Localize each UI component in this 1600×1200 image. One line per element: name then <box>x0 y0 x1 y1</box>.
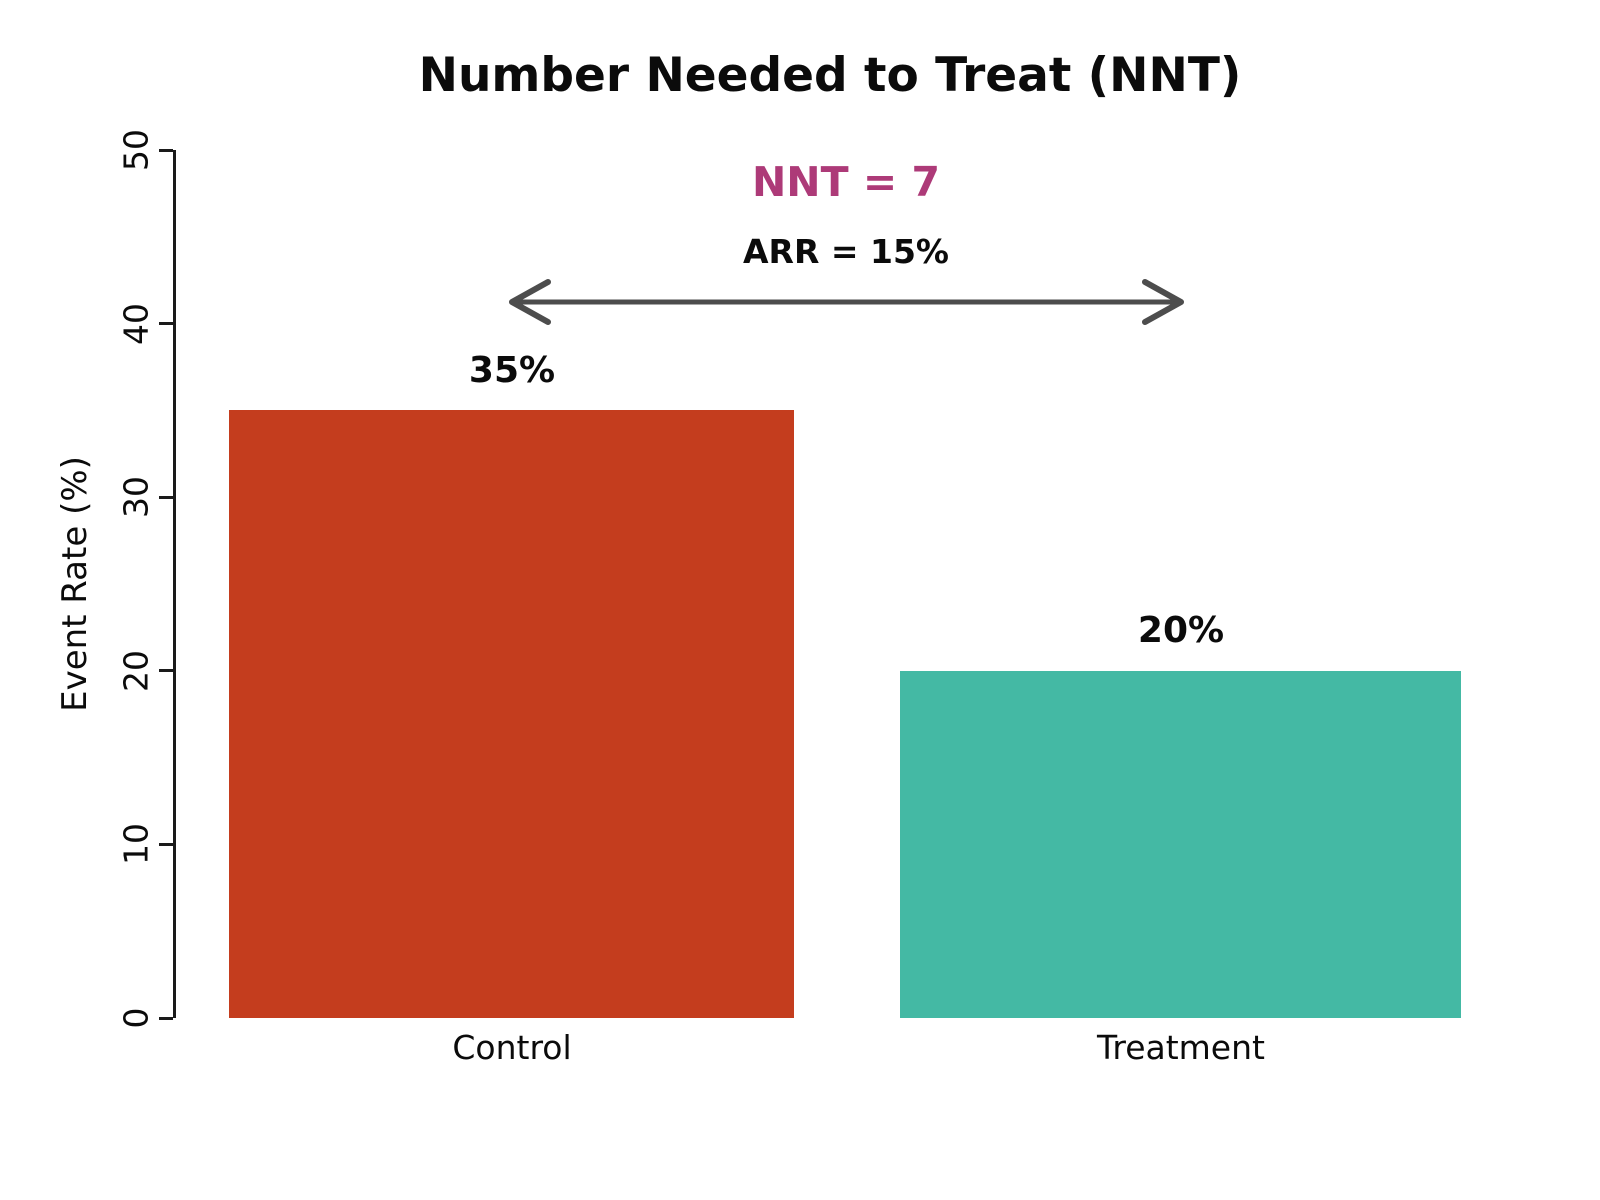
y-tick-label: 40 <box>116 302 156 345</box>
bar-control <box>229 410 794 1018</box>
bar-value-label-control: 35% <box>468 349 556 391</box>
chart-title: Number Needed to Treat (NNT) <box>418 48 1242 103</box>
y-tick: 30 <box>117 476 173 518</box>
y-tick: 20 <box>117 650 173 692</box>
nnt-annotation: NNT = 7 <box>751 158 941 206</box>
y-tick-label: 50 <box>116 129 156 171</box>
y-tick-label: 10 <box>116 823 156 866</box>
arr-annotation: ARR = 15% <box>743 232 949 271</box>
y-axis-title: Event Rate (%) <box>55 456 95 712</box>
y-tick: 0 <box>117 1008 173 1029</box>
x-category-label-control: Control <box>452 1028 572 1067</box>
plot-area: 0 10 20 30 40 50 35% 20% Control Treatment NN… <box>117 129 1516 1067</box>
y-tick-label: 20 <box>116 649 156 692</box>
bar-value-label-treatment: 20% <box>1137 610 1225 652</box>
y-axis-line <box>173 150 176 1018</box>
y-tick: 40 <box>117 303 173 345</box>
bar-treatment <box>900 670 1461 1018</box>
arrow-head-left-icon <box>509 279 551 325</box>
y-tick-label: 30 <box>116 476 156 519</box>
x-category-label-treatment: Treatment <box>1097 1028 1265 1067</box>
y-tick: 10 <box>117 823 173 865</box>
y-tick-label: 0 <box>116 1007 156 1029</box>
y-tick: 50 <box>117 129 173 171</box>
arrow-head-right-icon <box>1142 279 1184 325</box>
